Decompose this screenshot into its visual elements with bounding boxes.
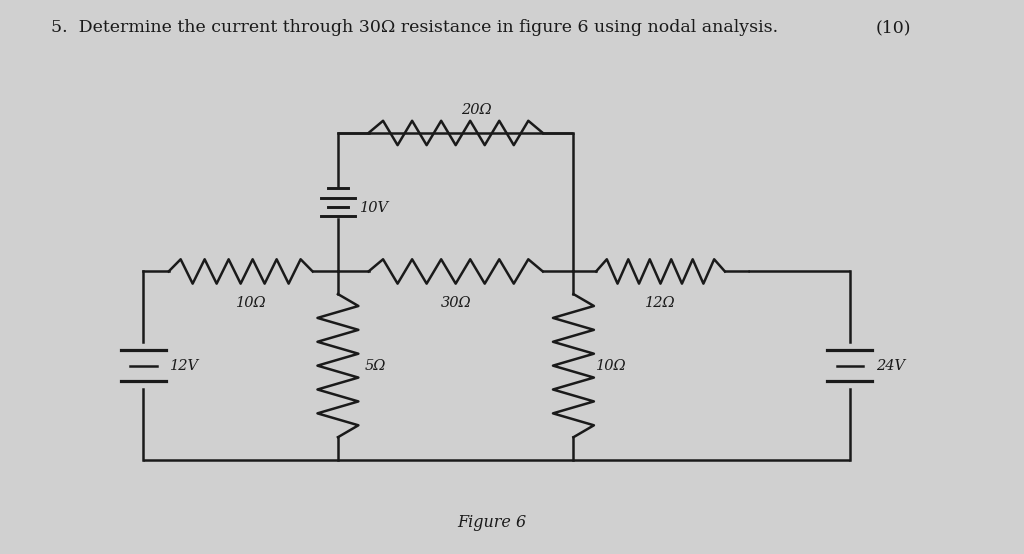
Text: 12Ω: 12Ω	[645, 296, 676, 310]
Text: 5.  Determine the current through 30Ω resistance in figure 6 using nodal analysi: 5. Determine the current through 30Ω res…	[51, 19, 778, 37]
Text: 10V: 10V	[360, 201, 389, 215]
Text: 5Ω: 5Ω	[365, 358, 386, 373]
Text: 24V: 24V	[877, 358, 905, 373]
Text: 12V: 12V	[170, 358, 199, 373]
Text: 10Ω: 10Ω	[236, 296, 266, 310]
Text: (10): (10)	[876, 19, 911, 37]
Text: 20Ω: 20Ω	[461, 104, 492, 117]
Text: Figure 6: Figure 6	[457, 514, 526, 531]
Text: 30Ω: 30Ω	[440, 296, 471, 310]
Text: 10Ω: 10Ω	[596, 358, 627, 373]
